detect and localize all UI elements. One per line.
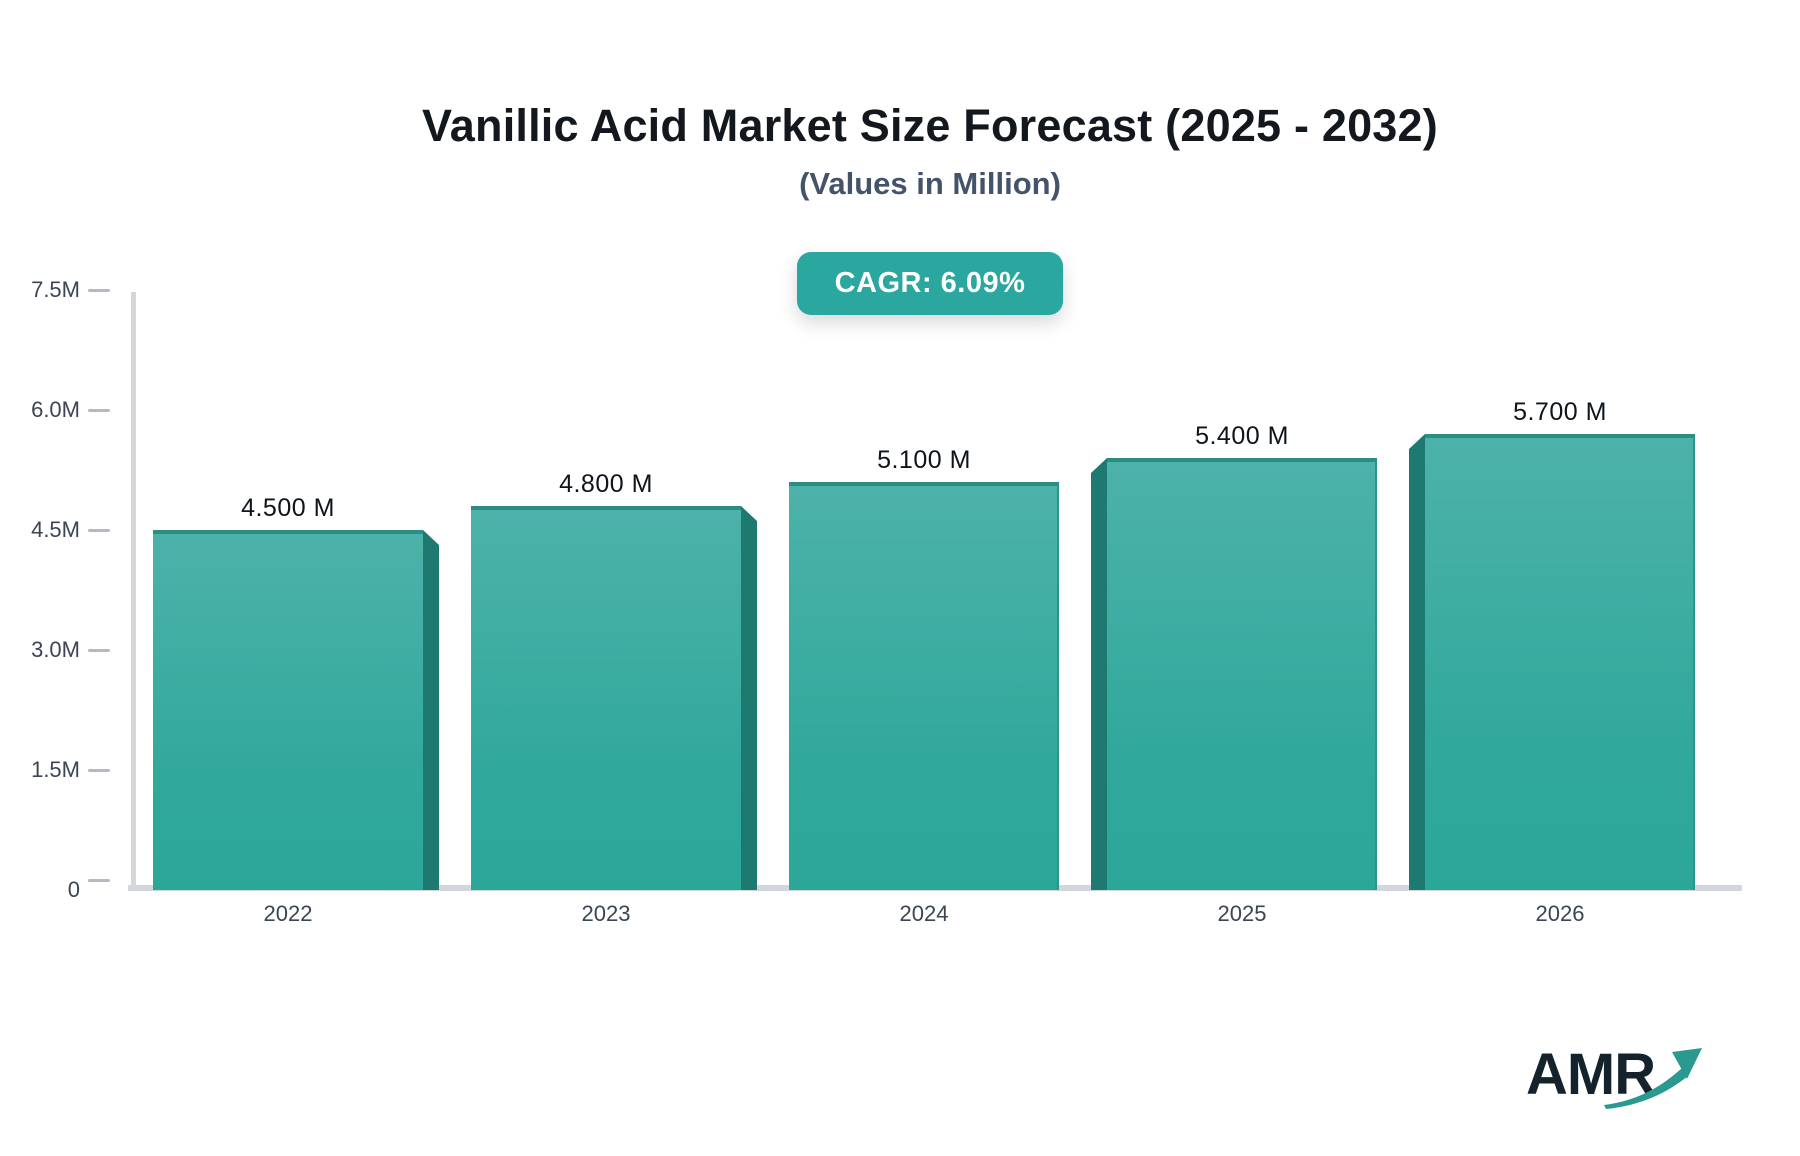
x-axis-label: 2023 — [581, 901, 631, 926]
bar-value-label: 5.700 M — [1513, 398, 1607, 426]
bar-2026 — [1425, 434, 1695, 890]
y-tick-label: 4.5M — [31, 517, 80, 542]
y-tick-dash — [88, 769, 110, 772]
y-axis-line — [131, 292, 136, 889]
bar-3d-side — [423, 530, 439, 890]
y-tick-dash — [88, 289, 110, 292]
y-tick-label: 6.0M — [31, 397, 80, 422]
y-tick-dash — [88, 529, 110, 532]
logo-text: AMR — [1526, 1042, 1655, 1107]
bar-3d-side — [741, 506, 757, 890]
bar-2023 — [471, 506, 741, 890]
x-axis-label: 2022 — [263, 901, 313, 926]
y-tick-label: 7.5M — [31, 277, 80, 302]
bar-value-label: 4.800 M — [559, 470, 653, 498]
bar-3d-side — [1091, 458, 1107, 890]
y-tick-label: 0 — [67, 877, 80, 902]
chart-subtitle: (Values in Million) — [799, 166, 1061, 201]
cagr-badge-row: CAGR: 6.09% — [60, 252, 1800, 315]
y-tick-dash — [88, 649, 110, 652]
bar-2025 — [1107, 458, 1377, 890]
x-axis-label: 2026 — [1535, 901, 1585, 926]
logo-arrowhead-icon — [1672, 1048, 1702, 1079]
x-axis-label: 2024 — [899, 901, 949, 926]
bar-2024 — [789, 482, 1059, 890]
y-tick-label: 3.0M — [31, 637, 80, 662]
bar-3d-side — [1409, 434, 1425, 890]
bar-value-label: 5.100 M — [877, 446, 971, 474]
y-tick-label: 1.5M — [31, 757, 80, 782]
bar-value-label: 4.500 M — [241, 494, 335, 522]
bar-2022 — [153, 530, 423, 890]
amr-logo: AMR — [1526, 1032, 1721, 1114]
y-tick-dash — [88, 879, 110, 882]
x-axis-label: 2025 — [1217, 901, 1267, 926]
cagr-badge: CAGR: 6.09% — [796, 252, 1064, 315]
logo-arrow-swoosh — [1604, 1068, 1688, 1109]
y-tick-dash — [88, 409, 110, 412]
chart-title: Vanillic Acid Market Size Forecast (2025… — [422, 100, 1438, 151]
amr-logo-graphic: AMR — [1526, 1042, 1702, 1109]
bar-value-label: 5.400 M — [1195, 422, 1289, 450]
